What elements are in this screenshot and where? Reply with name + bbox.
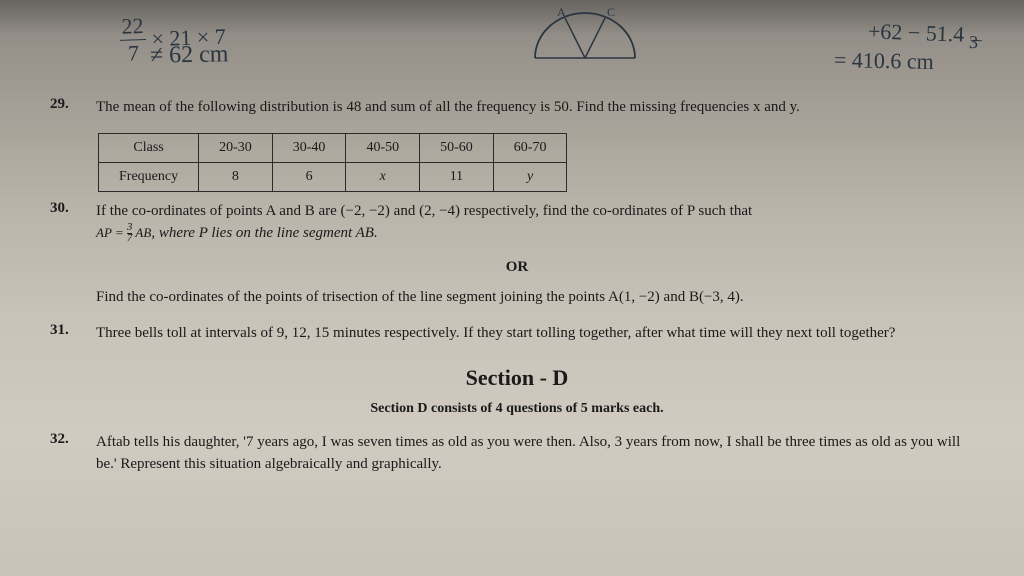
- question-30: 30. If the co-ordinates of points A and …: [50, 200, 984, 245]
- table-cell: Frequency: [99, 162, 199, 191]
- q30-text-a: If the co-ordinates of points A and B ar…: [96, 203, 752, 219]
- table-row: Class 20-30 30-40 40-50 50-60 60-70: [99, 133, 567, 162]
- question-text: If the co-ordinates of points A and B ar…: [96, 200, 984, 245]
- table-cell: Class: [99, 133, 199, 162]
- table-cell: 50-60: [420, 133, 494, 162]
- table-cell: 11: [420, 162, 494, 191]
- table-row: Frequency 8 6 x 11 y: [99, 162, 567, 191]
- question-number: 30.: [50, 200, 78, 245]
- question-32: 32. Aftab tells his daughter, '7 years a…: [50, 431, 984, 476]
- svg-text:C: C: [607, 8, 615, 19]
- handwritten-calc-2: +62 − 51.4 3: [867, 18, 964, 47]
- q30-alternate: Find the co-ordinates of the points of t…: [96, 286, 984, 309]
- table-cell: 60-70: [493, 133, 567, 162]
- svg-text:A: A: [557, 8, 566, 19]
- table-cell: x: [346, 162, 420, 191]
- question-31: 31. Three bells toll at intervals of 9, …: [50, 322, 984, 345]
- question-text: Three bells toll at intervals of 9, 12, …: [96, 322, 984, 345]
- q29-text: The mean of the following distribution i…: [96, 99, 800, 115]
- handwritten-result-2: = 410.6 cm: [834, 47, 934, 75]
- question-number: 31.: [50, 322, 78, 345]
- table-cell: 8: [199, 162, 273, 191]
- question-29: 29. The mean of the following distributi…: [50, 96, 984, 119]
- section-d-subtitle: Section D consists of 4 questions of 5 m…: [50, 401, 984, 417]
- question-number: 29.: [50, 96, 78, 119]
- table-cell: 6: [272, 162, 346, 191]
- q30-text-b: AP = 37 AB, where P lies on the line seg…: [96, 225, 378, 241]
- or-separator: OR: [50, 259, 984, 276]
- frequency-table: Class 20-30 30-40 40-50 50-60 60-70 Freq…: [98, 133, 567, 192]
- arc-sketch: A C: [530, 8, 640, 63]
- section-d-title: Section - D: [50, 365, 984, 391]
- question-text: The mean of the following distribution i…: [96, 96, 984, 119]
- handwritten-result-1: ≠ 62 cm: [150, 41, 229, 69]
- table-cell: 30-40: [272, 133, 346, 162]
- question-text: Aftab tells his daughter, '7 years ago, …: [96, 431, 984, 476]
- table-cell: 40-50: [346, 133, 420, 162]
- table-cell: y: [493, 162, 567, 191]
- table-cell: 20-30: [199, 133, 273, 162]
- question-number: 32.: [50, 431, 78, 476]
